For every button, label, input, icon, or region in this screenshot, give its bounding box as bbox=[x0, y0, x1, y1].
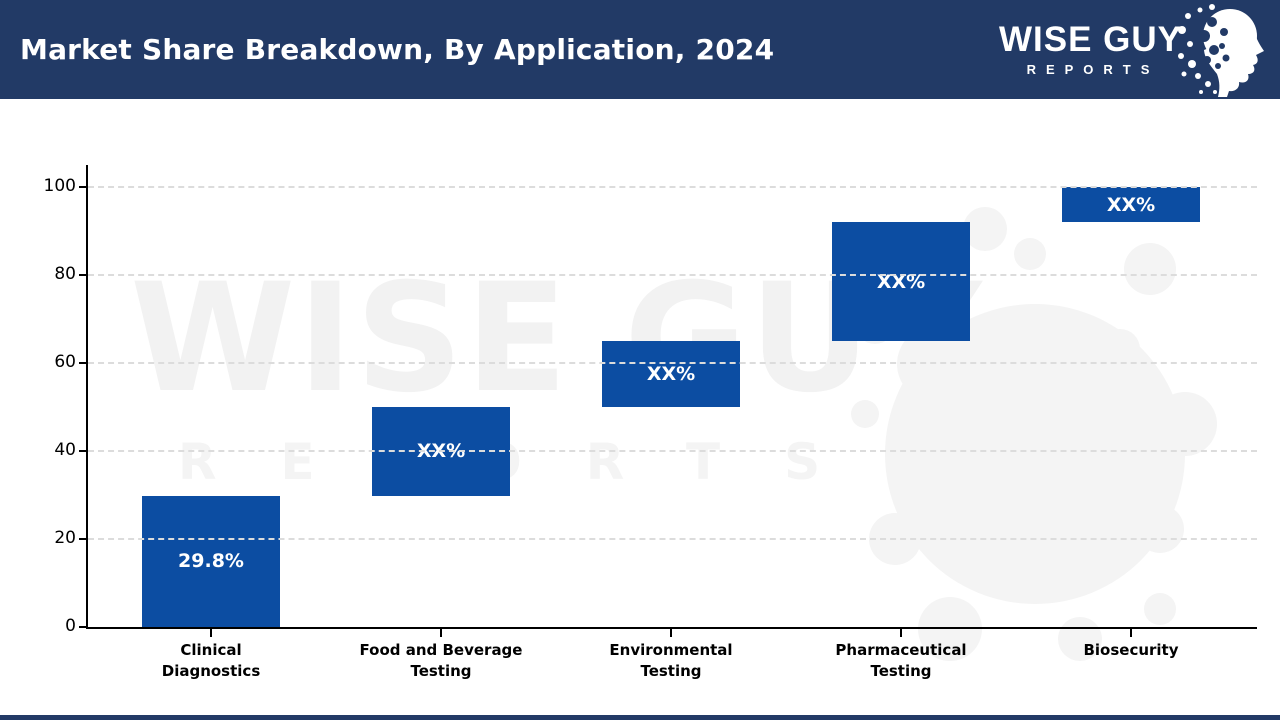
bar-biosecurity: XX% bbox=[1062, 187, 1200, 223]
category-label-line: Diagnostics bbox=[161, 661, 261, 680]
bar-value-label-clinical-diagnostics: 29.8% bbox=[178, 550, 244, 573]
logo-wordmark: WISE GUY bbox=[998, 20, 1182, 59]
category-label-food-and-beverage-testing: Food and Beverage Testing bbox=[331, 640, 551, 681]
category-label-line: Clinical bbox=[180, 641, 242, 659]
y-tick-mark-80 bbox=[79, 274, 87, 276]
wise-guy-logo: WISE GUY REPORTS bbox=[999, 2, 1266, 98]
category-label-line: Testing bbox=[870, 661, 932, 680]
y-tick-mark-100 bbox=[79, 186, 87, 188]
category-label-biosecurity: Biosecurity bbox=[1021, 640, 1241, 661]
page-title: Market Share Breakdown, By Application, … bbox=[20, 33, 775, 66]
logo-wordmark-block: WISE GUY REPORTS bbox=[999, 22, 1182, 77]
y-tick-label-0: 0 bbox=[65, 616, 76, 636]
y-axis-line bbox=[86, 165, 88, 629]
y-tick-label-40: 40 bbox=[54, 440, 76, 460]
y-tick-label-20: 20 bbox=[54, 528, 76, 548]
bar-pharmaceutical-testing: XX% bbox=[832, 222, 970, 341]
category-label-line: Testing bbox=[410, 661, 472, 680]
category-label-pharmaceutical-testing: Pharmaceutical Testing bbox=[791, 640, 1011, 681]
category-label-environmental-testing: Environmental Testing bbox=[561, 640, 781, 681]
category-label-clinical-diagnostics: Clinical Diagnostics bbox=[101, 640, 321, 681]
logo-subtitle: REPORTS bbox=[1026, 62, 1160, 77]
y-tick-label-100: 100 bbox=[43, 176, 76, 196]
category-label-line: Pharmaceutical bbox=[835, 641, 967, 659]
y-tick-mark-40 bbox=[79, 450, 87, 452]
category-label-line: Testing bbox=[640, 661, 702, 680]
bar-value-label-biosecurity: XX% bbox=[1106, 193, 1156, 216]
bar-value-label-pharmaceutical-testing: XX% bbox=[876, 270, 926, 293]
y-tick-mark-60 bbox=[79, 362, 87, 364]
logo-head-icon bbox=[1178, 3, 1264, 97]
x-tick-mark-food-and-beverage-testing bbox=[440, 629, 442, 637]
gridline-80 bbox=[88, 274, 1257, 276]
y-tick-label-60: 60 bbox=[54, 352, 76, 372]
bar-environmental-testing: XX% bbox=[602, 341, 740, 407]
gridline-60 bbox=[88, 362, 1257, 364]
y-tick-mark-0 bbox=[79, 626, 87, 628]
waterfall-chart: WISE GUY REPORTS 0 20 40 60 80 100 29.8% XX% XX%… bbox=[0, 99, 1280, 715]
x-tick-mark-pharmaceutical-testing bbox=[900, 629, 902, 637]
y-tick-label-80: 80 bbox=[54, 264, 76, 284]
header: Market Share Breakdown, By Application, … bbox=[0, 0, 1280, 99]
gridline-40 bbox=[88, 450, 1257, 452]
category-label-line: Biosecurity bbox=[1083, 641, 1179, 659]
x-tick-mark-biosecurity bbox=[1130, 629, 1132, 637]
x-tick-mark-clinical-diagnostics bbox=[210, 629, 212, 637]
gridline-20 bbox=[88, 538, 1257, 540]
bar-clinical-diagnostics: 29.8% bbox=[142, 495, 280, 627]
footer-bar bbox=[0, 715, 1280, 720]
watermark-subtitle: REPORTS bbox=[178, 433, 885, 491]
category-label-line: Food and Beverage bbox=[359, 641, 523, 659]
x-axis-line bbox=[86, 627, 1257, 629]
bar-value-label-environmental-testing: XX% bbox=[646, 363, 696, 385]
x-tick-mark-environmental-testing bbox=[670, 629, 672, 637]
category-label-line: Environmental bbox=[609, 641, 733, 659]
gridline-100 bbox=[88, 186, 1257, 188]
y-tick-mark-20 bbox=[79, 538, 87, 540]
